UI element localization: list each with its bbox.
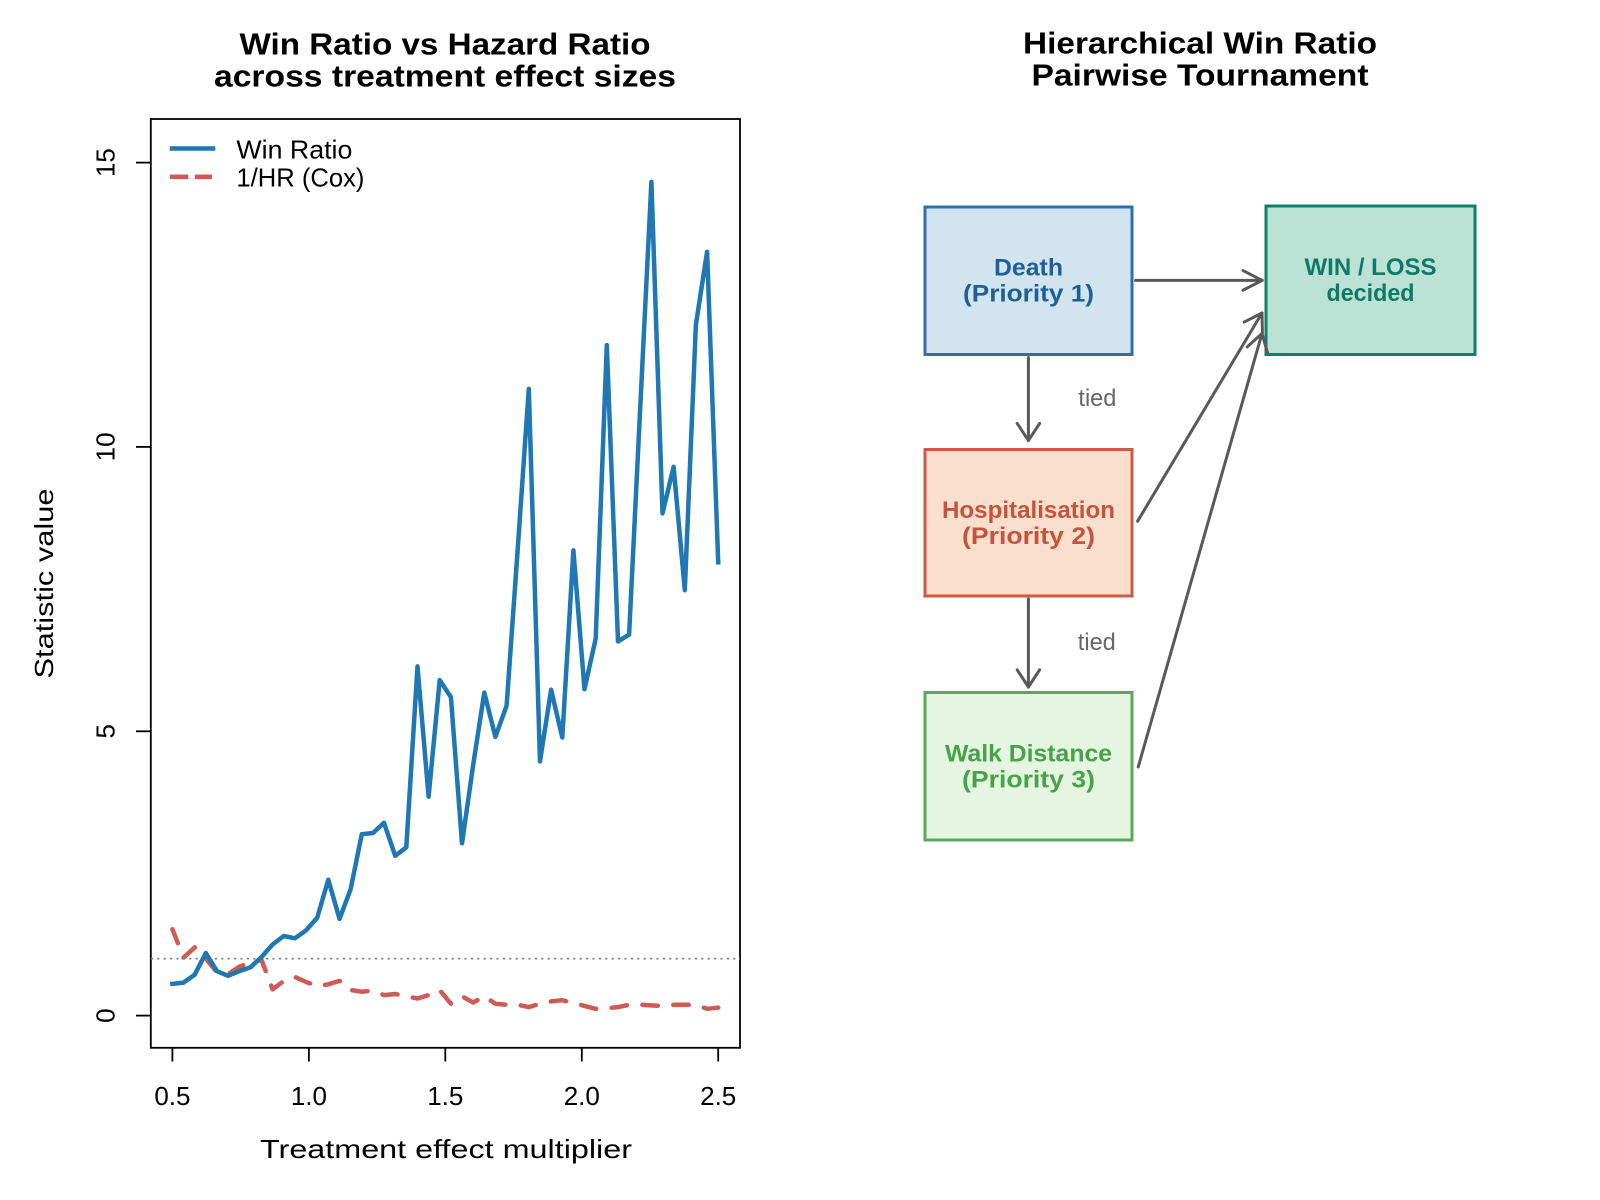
svg-text:Death: Death — [994, 255, 1063, 282]
svg-text:Walk Distance: Walk Distance — [945, 741, 1112, 768]
svg-text:15: 15 — [91, 148, 121, 177]
svg-text:Pairwise Tournament: Pairwise Tournament — [1032, 58, 1369, 93]
svg-text:Win Ratio: Win Ratio — [236, 134, 352, 164]
svg-text:2.0: 2.0 — [564, 1081, 600, 1111]
svg-text:10: 10 — [91, 432, 121, 461]
svg-text:0: 0 — [91, 1008, 121, 1022]
svg-text:WIN / LOSS: WIN / LOSS — [1305, 254, 1437, 281]
svg-text:tied: tied — [1078, 385, 1116, 412]
svg-text:Statistic value: Statistic value — [29, 489, 59, 679]
svg-text:Hierarchical Win Ratio: Hierarchical Win Ratio — [1023, 26, 1377, 61]
svg-text:Hospitalisation: Hospitalisation — [942, 497, 1115, 524]
svg-text:tied: tied — [1078, 629, 1116, 656]
svg-text:Treatment effect multiplier: Treatment effect multiplier — [260, 1134, 632, 1164]
svg-text:decided: decided — [1327, 280, 1415, 307]
svg-text:(Priority 1): (Priority 1) — [963, 280, 1094, 307]
svg-text:2.5: 2.5 — [700, 1081, 736, 1111]
svg-text:1.5: 1.5 — [427, 1081, 463, 1111]
svg-text:0.5: 0.5 — [154, 1081, 190, 1111]
svg-text:1.0: 1.0 — [291, 1081, 327, 1111]
svg-text:5: 5 — [91, 724, 121, 738]
svg-text:(Priority 2): (Priority 2) — [962, 523, 1095, 550]
svg-text:Win Ratio vs Hazard Ratio: Win Ratio vs Hazard Ratio — [240, 27, 651, 62]
svg-text:across treatment effect sizes: across treatment effect sizes — [214, 59, 676, 94]
svg-text:1/HR (Cox): 1/HR (Cox) — [236, 163, 364, 193]
svg-text:(Priority 3): (Priority 3) — [962, 766, 1095, 793]
